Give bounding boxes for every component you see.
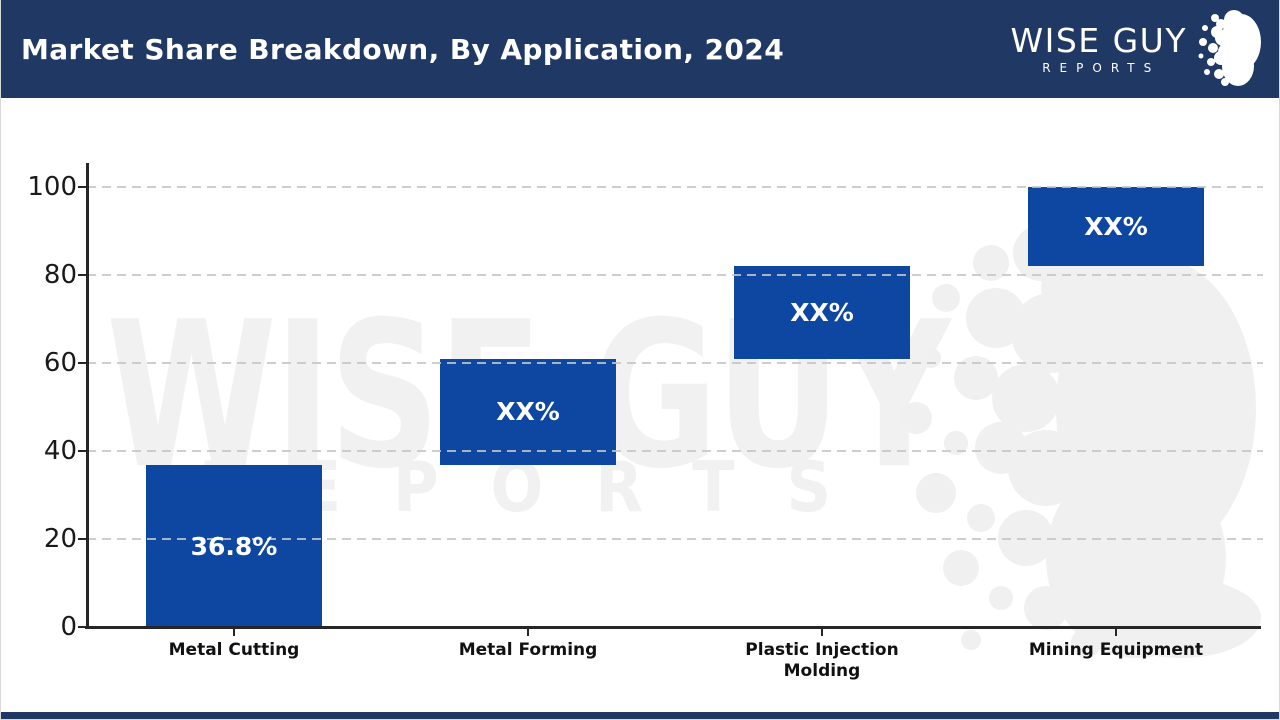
bar (146, 465, 322, 627)
y-axis-line (86, 163, 89, 629)
bar (734, 266, 910, 359)
brand-tagline: REPORTS (1042, 60, 1161, 75)
y-tick-mark (78, 186, 87, 188)
chart-title: Market Share Breakdown, By Application, … (21, 32, 785, 66)
brand-logo-text: WISE GUY REPORTS (1010, 20, 1187, 75)
y-tick-mark (78, 538, 87, 540)
y-gridline (87, 450, 1263, 452)
x-tick-mark (821, 629, 823, 636)
brand-head-icon (1198, 10, 1261, 86)
x-category-label: Plastic Injection Molding (745, 640, 899, 682)
y-tick-label: 40 (43, 436, 77, 466)
x-category-label: Mining Equipment (1028, 640, 1204, 660)
x-category-label: Metal Cutting (168, 640, 300, 660)
footer-bar (1, 712, 1279, 719)
x-tick-mark (527, 629, 529, 636)
y-tick-mark (78, 450, 87, 452)
y-gridline (87, 362, 1263, 364)
y-tick-label: 0 (60, 612, 77, 642)
y-gridline (87, 274, 1263, 276)
bar (1028, 187, 1204, 267)
brand-name: WISE GUY (1010, 20, 1187, 60)
y-tick-mark (78, 362, 87, 364)
x-axis-line (85, 626, 1261, 629)
bar-value-label: XX% (1084, 212, 1148, 242)
y-tick-mark (78, 274, 87, 276)
y-gridline (87, 186, 1263, 188)
x-tick-mark (1115, 629, 1117, 636)
y-tick-label: 80 (43, 260, 77, 290)
header-bar: Market Share Breakdown, By Application, … (1, 0, 1279, 98)
y-tick-label: 20 (43, 524, 77, 554)
bar (440, 358, 616, 466)
bar-value-label: 36.8% (190, 531, 278, 561)
y-gridline (87, 538, 1263, 540)
y-tick-mark (78, 626, 87, 628)
bar-value-label: XX% (496, 397, 560, 427)
x-category-label: Metal Forming (458, 640, 598, 660)
x-tick-mark (233, 629, 235, 636)
brand-logo: WISE GUY REPORTS (1010, 8, 1265, 90)
y-tick-label: 60 (43, 348, 77, 378)
y-tick-label: 100 (27, 172, 77, 202)
bar-value-label: XX% (790, 297, 854, 327)
